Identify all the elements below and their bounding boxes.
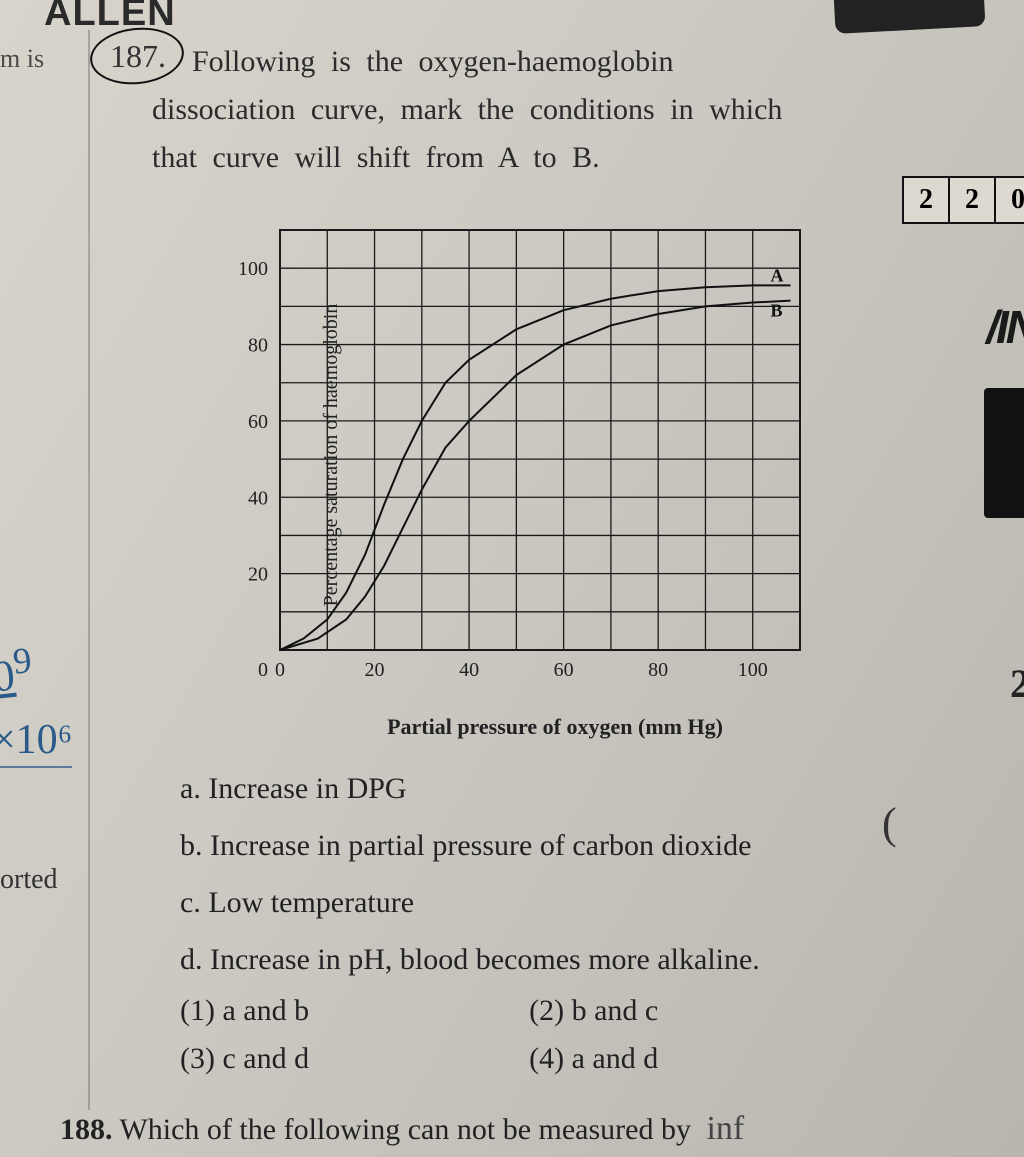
option-d: d. Increase in pH, blood becomes more al… xyxy=(180,931,760,988)
svg-text:20: 20 xyxy=(248,564,268,586)
q188-handnote: inf xyxy=(706,1110,744,1147)
side-cells: 2 2 0 xyxy=(904,176,1024,224)
svg-text:0: 0 xyxy=(258,659,268,681)
svg-text:60: 60 xyxy=(554,659,574,681)
option-list: a. Increase in DPG b. Increase in partia… xyxy=(180,760,760,988)
option-b: b. Increase in partial pressure of carbo… xyxy=(180,817,760,874)
side-two: 2 xyxy=(1010,660,1024,707)
y-axis-label: Percentage saturation of haemoglobin xyxy=(320,304,343,607)
page: ALLEN m is 187. Following is the oxygen-… xyxy=(0,0,1024,1157)
svg-text:100: 100 xyxy=(238,258,268,280)
hand-109-exp: 9 xyxy=(11,639,34,682)
question-188: 188. Which of the following can not be m… xyxy=(60,1110,960,1148)
answer-4: (4) a and d xyxy=(529,1042,658,1076)
question-line-2: dissociation curve, mark the conditions … xyxy=(152,86,832,134)
x-axis-label: Partial pressure of oxygen (mm Hg) xyxy=(280,714,830,740)
dissociation-chart: Percentage saturation of haemoglobin 0 20… xyxy=(210,220,830,690)
side-cell-1: 2 xyxy=(902,176,950,224)
margin-rule xyxy=(88,30,90,1110)
question-line-1: Following is the oxygen-haemoglobin xyxy=(192,45,673,78)
question-line-3: that curve will shift from A to B. xyxy=(152,134,832,182)
svg-text:80: 80 xyxy=(248,335,268,357)
answer-2: (2) b and c xyxy=(529,994,658,1028)
svg-text:B: B xyxy=(771,301,783,321)
question-text: Following is the oxygen-haemoglobin diss… xyxy=(192,38,832,182)
chart-svg: 0 20 40 60 80 100 20 40 60 80 100 0 AB xyxy=(210,220,830,690)
handwritten-paren: ( xyxy=(882,798,897,849)
svg-text:20: 20 xyxy=(365,659,385,681)
svg-text:60: 60 xyxy=(248,411,268,433)
marginal-text: m is xyxy=(0,44,44,74)
side-dark-strip xyxy=(984,388,1024,518)
svg-text:100: 100 xyxy=(738,659,768,681)
q188-text: Which of the following can not be measur… xyxy=(119,1113,691,1146)
q188-number: 188. xyxy=(60,1113,113,1146)
side-cell-3: 0 xyxy=(994,176,1024,224)
option-a: a. Increase in DPG xyxy=(180,760,760,817)
hand-x106: ×10⁶ xyxy=(0,716,72,768)
svg-text:40: 40 xyxy=(459,659,479,681)
side-min-text: /IN xyxy=(986,300,1024,354)
orted-text: orted xyxy=(0,864,58,896)
answer-1: (1) a and b xyxy=(180,994,309,1028)
svg-text:0: 0 xyxy=(275,659,285,681)
svg-text:40: 40 xyxy=(248,487,268,509)
top-shadow xyxy=(833,0,986,34)
svg-text:80: 80 xyxy=(648,659,668,681)
svg-text:A: A xyxy=(771,265,784,285)
option-c: c. Low temperature xyxy=(180,874,760,931)
answer-3: (3) c and d xyxy=(180,1042,309,1076)
side-cell-2: 2 xyxy=(948,176,996,224)
hand-109: 09 xyxy=(0,638,35,703)
answer-choices: (1) a and b (2) b and c (3) c and d (4) … xyxy=(180,994,900,1090)
